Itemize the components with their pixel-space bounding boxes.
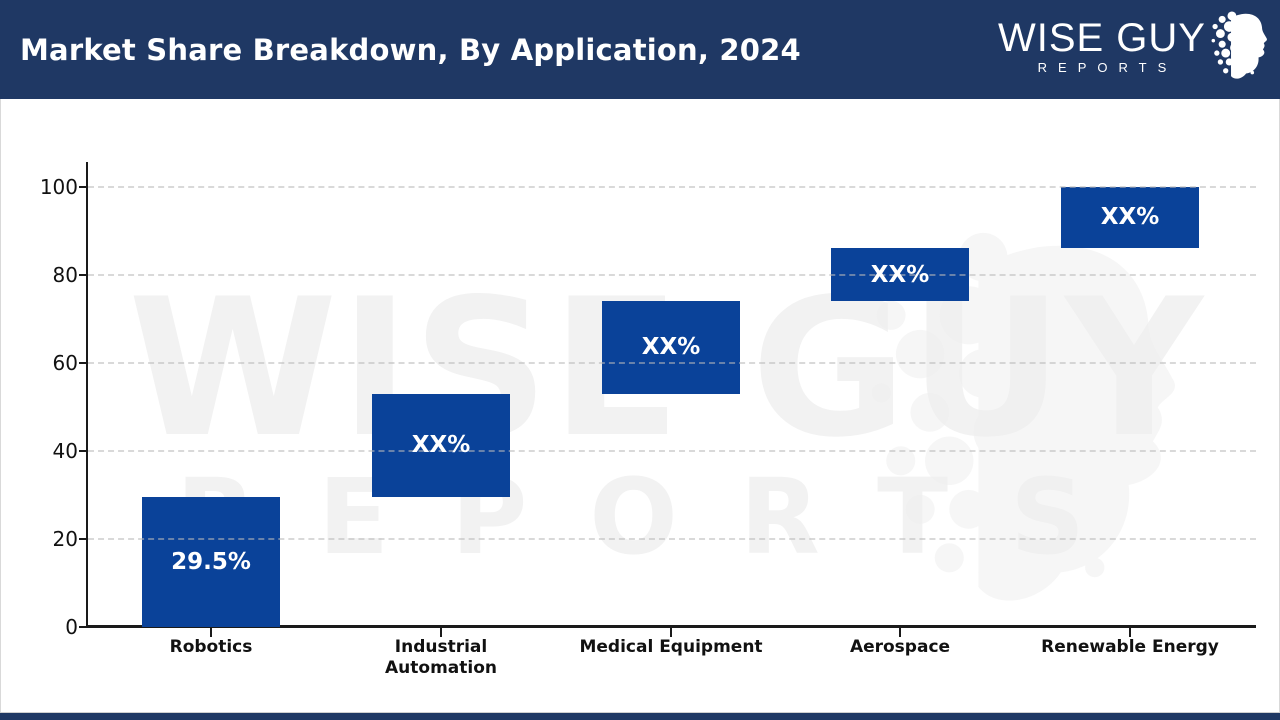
y-tick-mark bbox=[79, 449, 87, 452]
y-tick-mark bbox=[79, 537, 87, 540]
gridline bbox=[88, 273, 1256, 276]
x-category-label: Renewable Energy bbox=[1041, 637, 1219, 657]
brand-logo-text: WISE GUY REPORTS bbox=[998, 18, 1206, 74]
x-category-label: Aerospace bbox=[849, 637, 951, 657]
brand-logo: WISE GUY REPORTS bbox=[998, 8, 1270, 84]
waterfall-bar-segment bbox=[142, 497, 280, 627]
y-tick-label: 100 bbox=[39, 174, 78, 199]
bar-value-label: XX% bbox=[870, 261, 930, 288]
y-tick-label: 60 bbox=[52, 350, 78, 375]
bar-value-label: XX% bbox=[411, 432, 471, 459]
x-tick-mark bbox=[1129, 628, 1131, 637]
y-tick-mark bbox=[79, 361, 87, 364]
gridline bbox=[88, 537, 1256, 540]
y-tick-mark bbox=[79, 273, 87, 276]
gridline bbox=[88, 361, 1256, 364]
brand-subtitle: REPORTS bbox=[1037, 60, 1178, 75]
footer-bar bbox=[0, 712, 1280, 720]
waterfall-bar-segment bbox=[372, 393, 510, 498]
waterfall-chart: 0 20 40 60 80 100 29.5% Robotics XX% Industrial Au… bbox=[0, 99, 1280, 713]
gridline bbox=[88, 185, 1256, 188]
bar-value-label: 29.5% bbox=[171, 549, 251, 576]
x-tick-mark bbox=[440, 628, 442, 637]
x-tick-mark bbox=[670, 628, 672, 637]
x-axis-line bbox=[86, 625, 1256, 628]
x-category-label: Robotics bbox=[169, 637, 253, 657]
y-tick-label: 80 bbox=[52, 262, 78, 287]
page-title: Market Share Breakdown, By Application, … bbox=[20, 32, 801, 67]
x-category-label: Industrial Automation bbox=[385, 637, 497, 679]
y-tick-label: 20 bbox=[52, 526, 78, 551]
waterfall-bar-segment bbox=[602, 301, 740, 394]
y-tick-mark bbox=[79, 185, 87, 188]
bar-value-label: XX% bbox=[641, 334, 701, 361]
y-axis-line bbox=[86, 162, 88, 627]
y-tick-mark bbox=[79, 626, 87, 628]
bar-value-label: XX% bbox=[1100, 204, 1160, 231]
y-tick-label: 40 bbox=[52, 438, 78, 463]
brand-name: WISE GUY bbox=[997, 16, 1206, 60]
header-bar: Market Share Breakdown, By Application, … bbox=[0, 0, 1280, 99]
gridline bbox=[88, 449, 1256, 452]
y-tick-label: 0 bbox=[65, 615, 78, 639]
x-tick-mark bbox=[899, 628, 901, 637]
x-category-label: Medical Equipment bbox=[579, 637, 763, 657]
x-tick-mark bbox=[210, 628, 212, 637]
head-dots-icon bbox=[1211, 11, 1267, 79]
